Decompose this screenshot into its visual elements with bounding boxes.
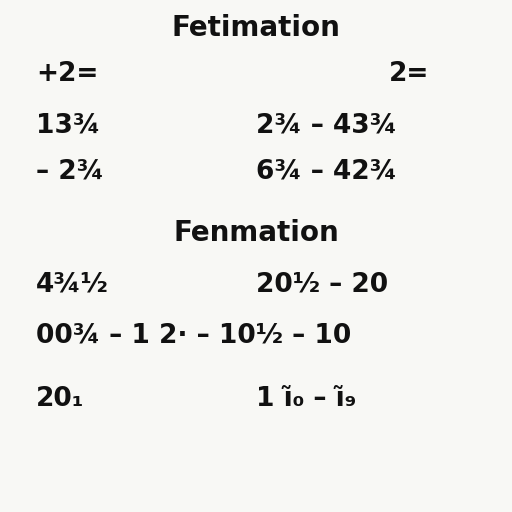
Text: 1 ı̃₀ – ı̃₉: 1 ı̃₀ – ı̃₉ [256,387,356,412]
Text: 2=: 2= [389,61,430,87]
Text: 00¾ – 1 2· – 10½ – 10: 00¾ – 1 2· – 10½ – 10 [36,323,351,348]
Text: 20₁: 20₁ [36,387,84,412]
Text: Fetimation: Fetimation [172,14,340,42]
Text: 2¾ – 43¾: 2¾ – 43¾ [256,113,397,138]
Text: 4¾½: 4¾½ [36,271,109,297]
Text: – 2¾: – 2¾ [36,159,104,184]
Text: +2=: +2= [36,61,98,87]
Text: Fenmation: Fenmation [173,219,339,247]
Text: 6¾ – 42¾: 6¾ – 42¾ [256,159,397,184]
Text: 20½ – 20: 20½ – 20 [256,271,388,297]
Text: 13¾: 13¾ [36,113,100,138]
